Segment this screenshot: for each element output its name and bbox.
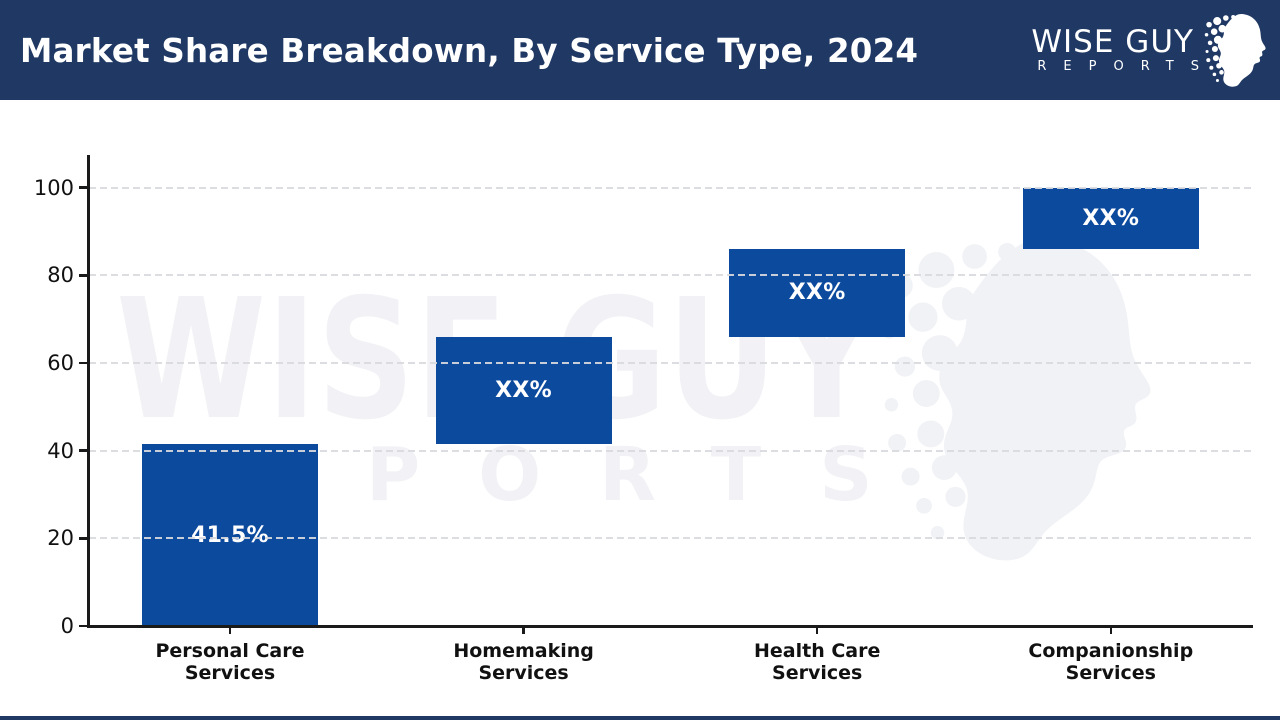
y-tick-0 <box>79 624 88 628</box>
brand-logo: WISE GUY REPORTS <box>1031 11 1270 89</box>
y-tick-label-60: 60 <box>47 351 74 376</box>
y-axis-line <box>87 155 90 627</box>
y-tick-label-80: 80 <box>47 263 74 288</box>
gridline-80 <box>89 274 1253 277</box>
gridline-60 <box>89 362 1253 365</box>
bar-segment-2: XX% <box>729 249 906 337</box>
bar-value-label-3: XX% <box>1082 205 1140 231</box>
logo-head-icon <box>1204 11 1270 89</box>
logo-subtext: REPORTS <box>1037 59 1216 75</box>
y-tick-label-40: 40 <box>47 438 74 463</box>
y-tick-label-20: 20 <box>47 526 74 551</box>
header: Market Share Breakdown, By Service Type,… <box>0 0 1280 100</box>
x-tick-3 <box>1109 626 1113 634</box>
bar-value-label-0: 41.5% <box>191 522 269 548</box>
x-tick-label-2: Health Care Services <box>754 640 881 684</box>
x-axis-line <box>87 624 1253 628</box>
bar-value-label-1: XX% <box>495 377 553 403</box>
y-tick-80 <box>79 274 88 277</box>
footer-bar <box>0 716 1280 720</box>
y-tick-label-100: 100 <box>33 175 74 200</box>
x-tick-label-0: Personal Care Services <box>155 640 305 684</box>
y-tick-100 <box>79 186 88 189</box>
x-tick-label-3: Companionship Services <box>1028 640 1194 684</box>
bar-value-label-2: XX% <box>788 280 846 306</box>
x-tick-label-1: Homemaking Services <box>453 640 594 684</box>
plot-area: 0 20 40 60 80 100 41.5% Personal Care Services XX… <box>34 155 1253 684</box>
gridline-40 <box>89 449 1253 452</box>
y-tick-40 <box>79 449 88 452</box>
y-tick-20 <box>79 537 88 540</box>
x-tick-1 <box>522 626 525 634</box>
y-tick-60 <box>79 361 88 365</box>
y-tick-label-0: 0 <box>60 614 74 638</box>
logo-wordmark: WISE GUY <box>1031 23 1194 60</box>
gridline-100 <box>89 186 1253 189</box>
bar-segment-1: XX% <box>435 336 612 445</box>
x-tick-2 <box>815 626 819 634</box>
bar-segment-0: 41.5% <box>142 444 318 626</box>
gridline-20 <box>89 537 1253 540</box>
page-title: Market Share Breakdown, By Service Type,… <box>20 30 919 70</box>
x-tick-0 <box>228 626 232 634</box>
brand-logo-text: WISE GUY REPORTS <box>1031 26 1216 75</box>
bar-segment-3: XX% <box>1022 187 1199 250</box>
